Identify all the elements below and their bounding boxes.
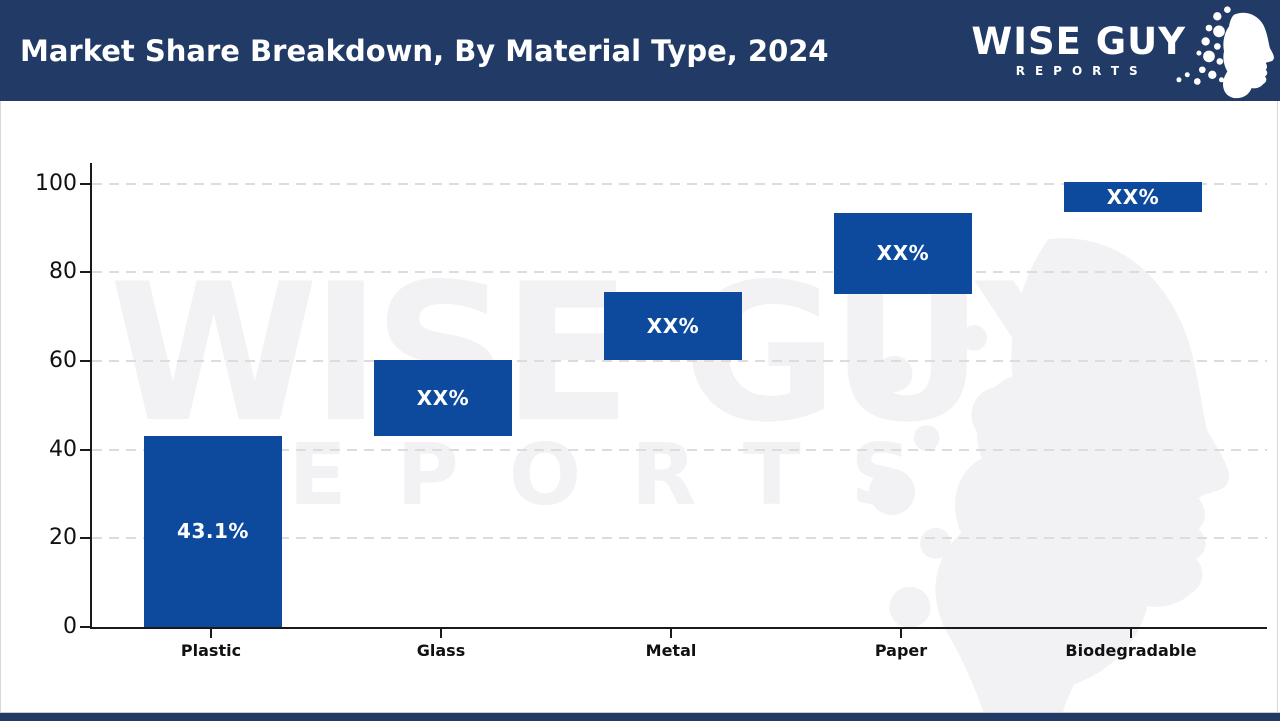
y-tick-label: 60: [49, 348, 77, 374]
watermark-face-icon: [868, 238, 1230, 712]
y-tick-label: 20: [49, 525, 77, 551]
x-tick-mark: [210, 629, 212, 638]
wiseguy-logo: WISE GUY REPORTS: [971, 0, 1276, 101]
header-bar: Market Share Breakdown, By Material Type…: [0, 0, 1280, 101]
logo-wordmark: WISE GUY: [971, 20, 1186, 64]
gridline-60: [92, 360, 1267, 363]
bar-metal: XX%: [604, 292, 742, 361]
bar-biodegradable: XX%: [1064, 182, 1202, 213]
x-axis-label-plastic: Plastic: [180, 641, 242, 660]
x-axis-label-paper: Paper: [874, 641, 928, 660]
logo-face-icon: [1176, 5, 1274, 98]
gridline-80: [92, 271, 1267, 274]
x-tick-mark: [670, 629, 672, 638]
bar-plastic: 43.1%: [144, 435, 282, 627]
x-tick-mark: [440, 629, 442, 638]
footer-bar: [0, 712, 1280, 721]
y-tick-mark: [80, 182, 90, 185]
watermark-subtext: REPORTS: [173, 426, 962, 525]
y-tick-mark: [80, 271, 90, 274]
bar-value-label: XX%: [646, 314, 700, 339]
y-tick-mark: [80, 537, 90, 540]
bar-paper: XX%: [834, 213, 972, 294]
page-title: Market Share Breakdown, By Material Type…: [20, 33, 829, 68]
plot-area: 43.1% XX% XX% XX% XX%: [90, 163, 1267, 629]
y-tick-label: 0: [63, 614, 77, 639]
x-axis-label-glass: Glass: [416, 641, 466, 660]
bar-value-label: XX%: [1106, 185, 1160, 210]
y-tick-mark: [80, 626, 90, 628]
logo-subtext: REPORTS: [1015, 63, 1148, 78]
y-tick-mark: [80, 448, 90, 451]
gridline-100: [92, 182, 1267, 185]
x-tick-mark: [1130, 629, 1132, 638]
gridline-20: [92, 537, 1267, 540]
bar-value-label: XX%: [416, 386, 470, 411]
bar-glass: XX%: [374, 359, 512, 437]
x-axis-label-metal: Metal: [645, 641, 697, 660]
bar-value-label: XX%: [876, 241, 930, 266]
y-tick-label: 80: [49, 259, 77, 285]
chart-area: WISE GUY REPORTS 43.1% XX% XX% XX% XX% 0 20 40…: [0, 101, 1278, 712]
y-tick-label: 40: [49, 436, 77, 462]
x-axis-label-biodegradable: Biodegradable: [1065, 641, 1197, 660]
y-tick-mark: [80, 360, 90, 363]
x-tick-mark: [900, 629, 902, 638]
y-tick-label: 100: [35, 170, 77, 196]
gridline-40: [92, 448, 1267, 451]
bar-value-label: 43.1%: [177, 519, 249, 544]
